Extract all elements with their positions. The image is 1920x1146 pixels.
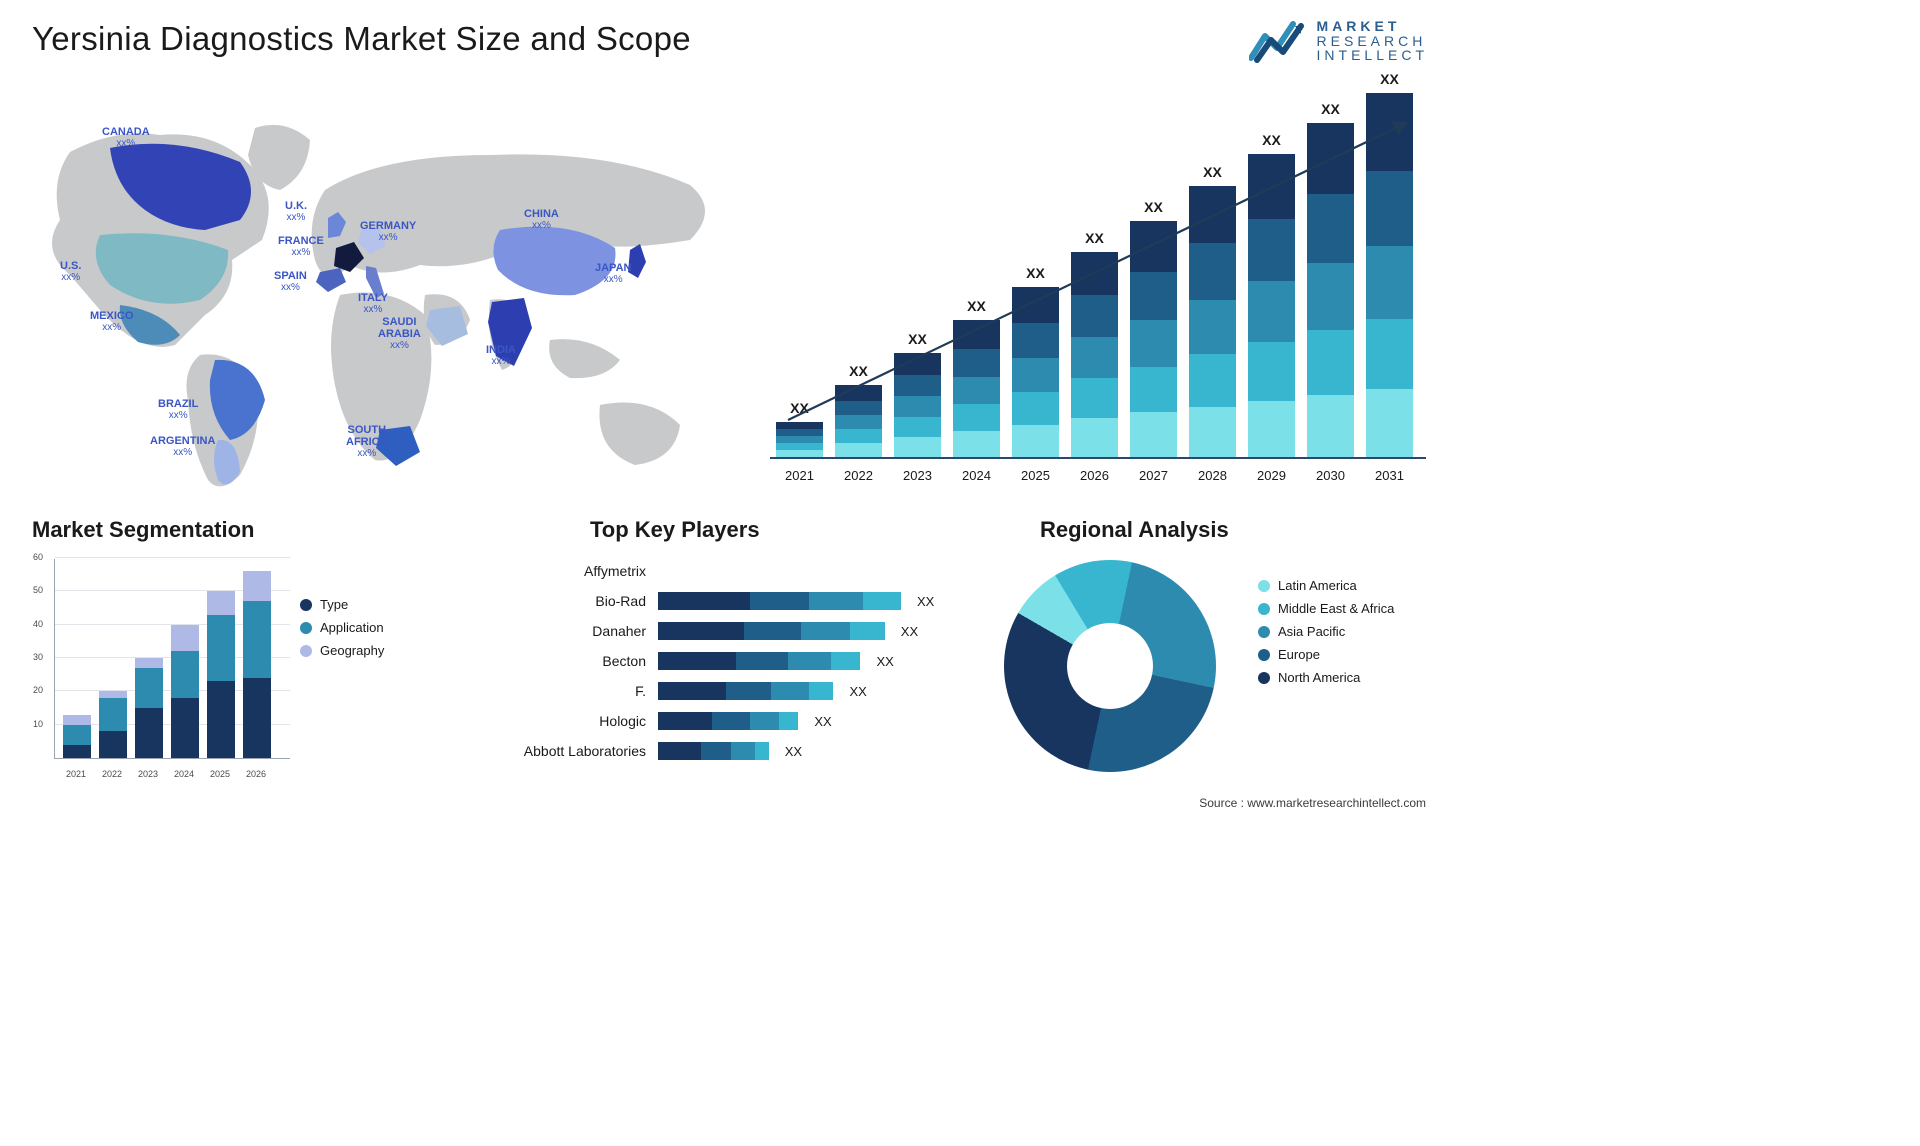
growth-value-label: XX xyxy=(1366,71,1413,87)
trend-arrow-icon xyxy=(770,105,1426,461)
player-bar xyxy=(658,622,885,640)
segmentation-bar xyxy=(135,658,163,758)
player-name: Danaher xyxy=(480,623,650,639)
growth-xtick: 2030 xyxy=(1307,468,1354,483)
map-label-japan: JAPANxx% xyxy=(595,262,631,285)
growth-xtick: 2021 xyxy=(776,468,823,483)
player-bar xyxy=(658,592,901,610)
logo-mark-icon xyxy=(1249,18,1307,64)
legend-item: Type xyxy=(300,597,440,612)
growth-xtick: 2029 xyxy=(1248,468,1295,483)
legend-item: Geography xyxy=(300,643,440,658)
segmentation-bar xyxy=(63,715,91,758)
segmentation-bar xyxy=(171,625,199,758)
player-row: Hologic XX xyxy=(480,706,970,736)
player-value-label: XX xyxy=(814,714,831,729)
player-name: Becton xyxy=(480,653,650,669)
legend-item: Application xyxy=(300,620,440,635)
player-row: Becton XX xyxy=(480,646,970,676)
growth-chart: XXXXXXXXXXXXXXXXXXXXXX 20212022202320242… xyxy=(770,105,1426,485)
legend-item: Asia Pacific xyxy=(1258,624,1428,639)
logo-line3: INTELLECT xyxy=(1317,48,1428,63)
segmentation-title: Market Segmentation xyxy=(32,517,255,543)
player-value-label: XX xyxy=(850,684,867,699)
map-label-saudi-arabia: SAUDIARABIAxx% xyxy=(378,316,421,351)
player-bar xyxy=(658,652,861,670)
segmentation-legend: Type Application Geography xyxy=(300,589,440,666)
legend-item: North America xyxy=(1258,670,1428,685)
player-bar xyxy=(658,742,769,760)
logo-line1: MARKET xyxy=(1317,19,1428,34)
player-name: Abbott Laboratories xyxy=(480,743,650,759)
player-row: Abbott Laboratories XX xyxy=(480,736,970,766)
player-name: F. xyxy=(480,683,650,699)
player-name: Hologic xyxy=(480,713,650,729)
player-bar xyxy=(658,682,834,700)
world-map: CANADAxx% U.S.xx% MEXICOxx% BRAZILxx% ARGENT… xyxy=(30,100,730,495)
map-label-u-k-: U.K.xx% xyxy=(285,200,307,223)
growth-xtick: 2025 xyxy=(1012,468,1059,483)
map-label-france: FRANCExx% xyxy=(278,235,324,258)
player-row: Danaher XX xyxy=(480,616,970,646)
player-row: Affymetrix xyxy=(480,556,970,586)
map-label-italy: ITALYxx% xyxy=(358,292,388,315)
player-bar xyxy=(658,712,798,730)
segmentation-chart: 102030405060 202120222023202420252026 Ty… xyxy=(30,553,440,783)
logo-line2: RESEARCH xyxy=(1317,34,1428,49)
map-label-south-africa: SOUTHAFRICAxx% xyxy=(346,424,388,459)
player-value-label: XX xyxy=(877,654,894,669)
map-label-spain: SPAINxx% xyxy=(274,270,307,293)
growth-xtick: 2026 xyxy=(1071,468,1118,483)
player-name: Bio-Rad xyxy=(480,593,650,609)
player-value-label: XX xyxy=(901,624,918,639)
segmentation-xtick: 2023 xyxy=(134,769,162,779)
map-label-mexico: MEXICOxx% xyxy=(90,310,133,333)
source-attribution: Source : www.marketresearchintellect.com xyxy=(1199,796,1426,810)
map-label-india: INDIAxx% xyxy=(486,344,516,367)
map-label-brazil: BRAZILxx% xyxy=(158,398,198,421)
segmentation-bar xyxy=(207,591,235,758)
map-label-canada: CANADAxx% xyxy=(102,126,150,149)
growth-xtick: 2022 xyxy=(835,468,882,483)
donut-icon xyxy=(1004,560,1216,772)
legend-item: Latin America xyxy=(1258,578,1428,593)
player-row: F. XX xyxy=(480,676,970,706)
segmentation-xtick: 2026 xyxy=(242,769,270,779)
regional-chart: Latin America Middle East & Africa Asia Pa… xyxy=(998,552,1428,788)
segmentation-xtick: 2024 xyxy=(170,769,198,779)
players-chart: Affymetrix Bio-Rad XX Danaher XX Becton XX F. XX… xyxy=(480,556,970,786)
player-value-label: XX xyxy=(917,594,934,609)
segmentation-bar xyxy=(99,691,127,758)
players-title: Top Key Players xyxy=(590,517,760,543)
player-value-label: XX xyxy=(785,744,802,759)
regional-legend: Latin America Middle East & Africa Asia Pa… xyxy=(1258,570,1428,693)
growth-xtick: 2027 xyxy=(1130,468,1177,483)
growth-xtick: 2023 xyxy=(894,468,941,483)
map-label-argentina: ARGENTINAxx% xyxy=(150,435,215,458)
player-name: Affymetrix xyxy=(480,563,650,579)
segmentation-bar xyxy=(243,571,271,758)
map-label-u-s-: U.S.xx% xyxy=(60,260,81,283)
map-label-germany: GERMANYxx% xyxy=(360,220,416,243)
legend-item: Europe xyxy=(1258,647,1428,662)
brand-logo: MARKET RESEARCH INTELLECT xyxy=(1249,18,1428,64)
map-label-china: CHINAxx% xyxy=(524,208,559,231)
growth-xtick: 2028 xyxy=(1189,468,1236,483)
growth-xtick: 2024 xyxy=(953,468,1000,483)
segmentation-xtick: 2021 xyxy=(62,769,90,779)
page-title: Yersinia Diagnostics Market Size and Sco… xyxy=(32,20,691,58)
player-row: Bio-Rad XX xyxy=(480,586,970,616)
segmentation-xtick: 2025 xyxy=(206,769,234,779)
regional-title: Regional Analysis xyxy=(1040,517,1229,543)
segmentation-xtick: 2022 xyxy=(98,769,126,779)
legend-item: Middle East & Africa xyxy=(1258,601,1428,616)
growth-xtick: 2031 xyxy=(1366,468,1413,483)
